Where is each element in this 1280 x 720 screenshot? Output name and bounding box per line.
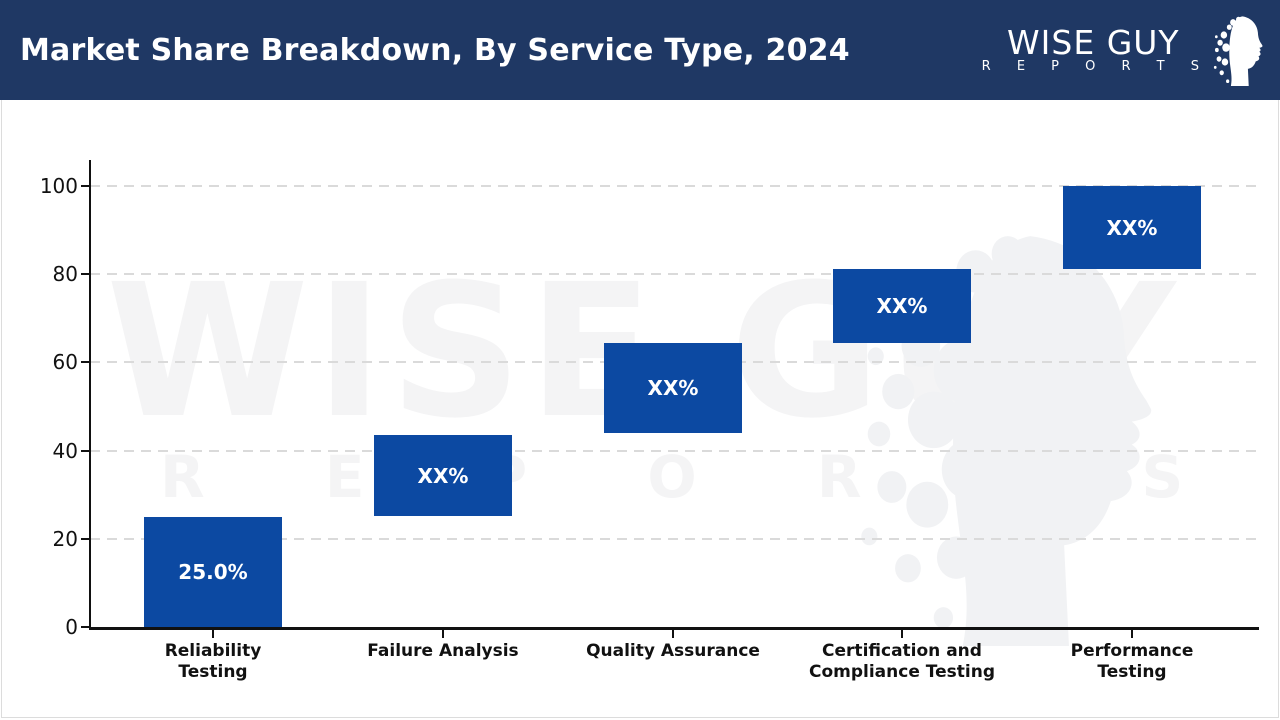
x-category-label: Failure Analysis — [367, 641, 519, 661]
bar-segment: XX% — [833, 269, 971, 343]
x-tick-mark — [442, 630, 444, 638]
y-tick-label: 60 — [52, 350, 78, 375]
bar-value-label: XX% — [1106, 215, 1158, 240]
brand-subname: R E P O R T S — [981, 59, 1210, 75]
watermark-head-icon — [861, 236, 1152, 646]
x-tick-mark — [901, 630, 903, 638]
gridline-20 — [90, 537, 1258, 540]
bar-segment: XX% — [604, 343, 742, 433]
y-tick-label: 40 — [52, 438, 78, 463]
y-axis-line — [89, 160, 91, 629]
bar-value-label: XX% — [417, 463, 469, 488]
x-category-label: Certification and Compliance Testing — [808, 641, 995, 682]
y-tick-label: 80 — [52, 262, 78, 287]
y-tick-label: 20 — [52, 526, 78, 551]
header-bar: Market Share Breakdown, By Service Type,… — [0, 0, 1280, 100]
bar-value-label: XX% — [647, 376, 699, 400]
brand-logo: WISE GUY R E P O R T S — [977, 14, 1266, 86]
bar-segment: 25.0% — [144, 517, 282, 627]
y-tick-label: 0 — [65, 615, 78, 639]
bar-segment: XX% — [374, 435, 512, 516]
y-tick-mark — [81, 449, 89, 452]
y-tick-mark — [81, 185, 89, 187]
y-tick-mark — [81, 273, 89, 276]
gridline-80 — [90, 273, 1258, 276]
x-axis-line — [89, 627, 1259, 630]
brand-logo-text: WISE GUY R E P O R T S — [977, 26, 1210, 75]
bar-value-label: 25.0% — [178, 560, 248, 584]
y-tick-label: 100 — [39, 174, 78, 198]
bar-segment: XX% — [1063, 186, 1201, 269]
y-tick-mark — [81, 626, 89, 628]
x-tick-mark — [1131, 630, 1133, 638]
x-category-label: Reliability Testing — [164, 641, 262, 682]
brand-head-icon — [1213, 16, 1263, 86]
y-tick-mark — [81, 537, 89, 540]
gridline-40 — [90, 449, 1258, 452]
brand-name: WISE GUY — [1007, 22, 1180, 62]
x-tick-mark — [672, 630, 674, 638]
gridline-100 — [90, 185, 1258, 187]
page-title: Market Share Breakdown, By Service Type,… — [20, 32, 850, 68]
y-tick-mark — [81, 361, 89, 364]
bar-value-label: XX% — [876, 294, 928, 318]
x-category-label: Performance Testing — [1070, 641, 1194, 682]
x-tick-mark — [212, 630, 214, 638]
x-category-label: Quality Assurance — [586, 641, 760, 661]
